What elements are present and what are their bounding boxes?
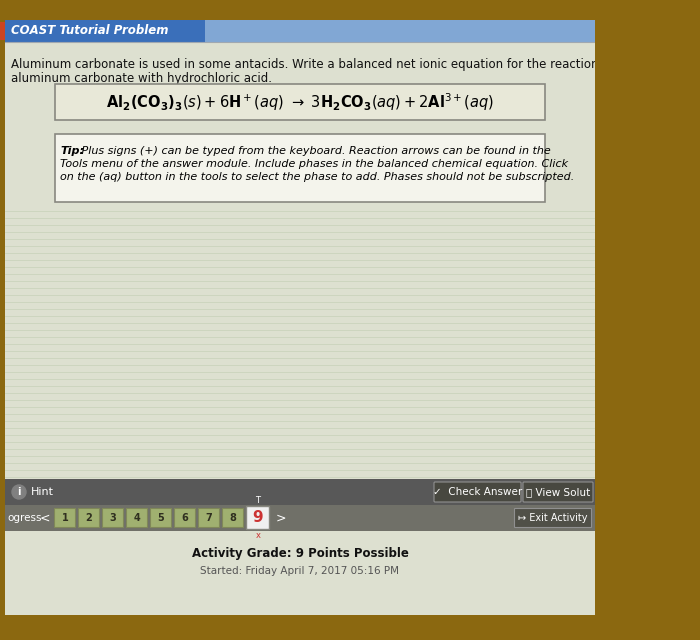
FancyBboxPatch shape: [102, 509, 123, 527]
Text: Aluminum carbonate is used in some antacids. Write a balanced net ionic equation: Aluminum carbonate is used in some antac…: [11, 58, 613, 71]
FancyBboxPatch shape: [55, 509, 76, 527]
Bar: [5, 505, 595, 531]
FancyBboxPatch shape: [199, 509, 220, 527]
Text: 4: 4: [134, 513, 141, 523]
Bar: [5, 531, 595, 615]
Text: Tools menu of the answer module. Include phases in the balanced chemical equatio: Tools menu of the answer module. Include…: [60, 159, 568, 169]
Text: i: i: [18, 487, 21, 497]
Text: 1: 1: [62, 513, 69, 523]
FancyBboxPatch shape: [523, 482, 593, 502]
FancyBboxPatch shape: [78, 509, 99, 527]
Circle shape: [12, 485, 26, 499]
Bar: [0, 22, 5, 40]
FancyBboxPatch shape: [55, 84, 545, 120]
Text: 3: 3: [110, 513, 116, 523]
Text: 7: 7: [206, 513, 212, 523]
Text: ↦ Exit Activity: ↦ Exit Activity: [518, 513, 588, 523]
Bar: [5, 20, 595, 42]
FancyBboxPatch shape: [514, 509, 592, 527]
Text: <: <: [40, 511, 50, 525]
Text: >: >: [276, 511, 286, 525]
Text: aluminum carbonate with hydrochloric acid.: aluminum carbonate with hydrochloric aci…: [11, 72, 272, 85]
FancyBboxPatch shape: [223, 509, 244, 527]
FancyBboxPatch shape: [150, 509, 172, 527]
Text: Started: Friday April 7, 2017 05:16 PM: Started: Friday April 7, 2017 05:16 PM: [200, 566, 400, 576]
Text: x: x: [256, 531, 260, 540]
FancyBboxPatch shape: [246, 506, 270, 529]
Text: 6: 6: [181, 513, 188, 523]
FancyBboxPatch shape: [55, 134, 545, 202]
Text: $\mathbf{Al_2(CO_3)_3}(s) + 6\mathbf{H}^+(aq)\ \rightarrow\ 3\mathbf{H_2CO_3}(aq: $\mathbf{Al_2(CO_3)_3}(s) + 6\mathbf{H}^…: [106, 91, 494, 113]
Bar: [595, 0, 700, 640]
Text: Plus signs (+) can be typed from the keyboard. Reaction arrows can be found in t: Plus signs (+) can be typed from the key…: [78, 146, 551, 156]
Text: 8: 8: [230, 513, 237, 523]
Text: 9: 9: [253, 511, 263, 525]
FancyBboxPatch shape: [434, 482, 521, 502]
Text: 🔍 View Solut: 🔍 View Solut: [526, 487, 590, 497]
Text: Hint: Hint: [31, 487, 54, 497]
Text: Activity Grade: 9 Points Possible: Activity Grade: 9 Points Possible: [192, 547, 408, 559]
Text: ✓  Check Answer: ✓ Check Answer: [433, 487, 522, 497]
Bar: [205, 20, 595, 42]
Bar: [0, 615, 700, 640]
Text: Tip:: Tip:: [60, 146, 84, 156]
Bar: [5, 479, 595, 505]
Text: on the (aq) button in the tools to select the phase to add. Phases should not be: on the (aq) button in the tools to selec…: [60, 172, 574, 182]
Text: ogress: ogress: [7, 513, 41, 523]
Text: 5: 5: [158, 513, 164, 523]
FancyBboxPatch shape: [127, 509, 148, 527]
Text: 2: 2: [85, 513, 92, 523]
Text: T: T: [256, 496, 260, 505]
FancyBboxPatch shape: [174, 509, 195, 527]
Bar: [5, 20, 595, 615]
Text: COAST Tutorial Problem: COAST Tutorial Problem: [11, 24, 169, 38]
